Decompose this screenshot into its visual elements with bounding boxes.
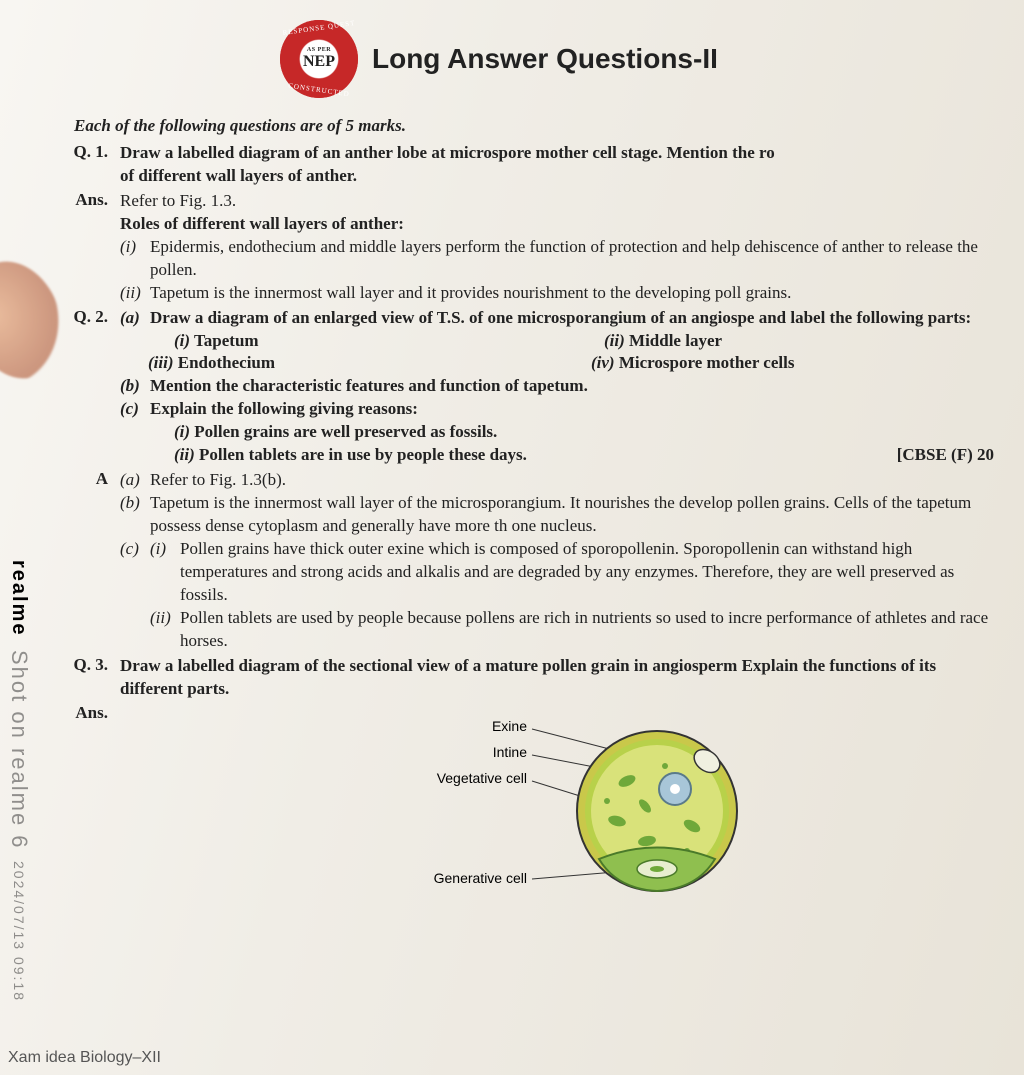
page-content: RESPONSE QUEST AS PER NEP CONSTRUCTED Lo… xyxy=(0,0,1024,933)
q1-roles-heading: Roles of different wall layers of anther… xyxy=(120,214,404,233)
section-title: Long Answer Questions-II xyxy=(372,43,718,75)
q2-a-text: Draw a diagram of an enlarged view of T.… xyxy=(150,307,971,330)
q1-role-ii: Tapetum is the innermost wall layer and … xyxy=(150,282,791,305)
camera-watermark: realme Shot on realme 6 2024/07/13 09:18 xyxy=(6,560,32,1002)
badge-arc-bottom: CONSTRUCTED xyxy=(280,81,358,100)
badge-nep: NEP xyxy=(303,53,335,71)
q2-iii: Endothecium xyxy=(178,353,275,372)
nep-badge: RESPONSE QUEST AS PER NEP CONSTRUCTED xyxy=(280,20,358,98)
q3-ans-label: Ans. xyxy=(60,703,114,911)
wm-brand: realme xyxy=(8,560,30,637)
q1-num: Q. 1. xyxy=(60,142,114,188)
q2-c-ii: Pollen tablets are in use by people thes… xyxy=(199,445,527,464)
lbl-intine: Intine xyxy=(493,744,527,760)
q2-b: Mention the characteristic features and … xyxy=(150,375,588,398)
wm-ts: 2024/07/13 09:18 xyxy=(11,861,27,1002)
q2: Q. 2. (a) Draw a diagram of an enlarged … xyxy=(60,307,1004,468)
q2-c-ii-num: (ii) xyxy=(174,445,195,464)
q2-ans-b: Tapetum is the innermost wall layer of t… xyxy=(150,492,994,538)
q2-ans-a: Refer to Fig. 1.3(b). xyxy=(150,469,286,492)
q1-text-b: of different wall layers of anther. xyxy=(120,166,357,185)
page-footer: Xam idea Biology–XII xyxy=(8,1049,161,1067)
q2-i-num: (i) xyxy=(174,331,190,350)
q1-ans: Ans. Refer to Fig. 1.3. Roles of differe… xyxy=(60,190,1004,305)
pollen-diagram: Exine Intine Vegetative cell Generative … xyxy=(120,711,994,911)
q2-ans-c-body: (i) Pollen grains have thick outer exine… xyxy=(150,538,994,653)
q2-i: Tapetum xyxy=(194,331,259,350)
q2-iii-num: (iii) xyxy=(148,353,174,372)
q2-ans-a-num: (a) xyxy=(120,469,146,492)
q2-ans-c-num: (c) xyxy=(120,538,146,653)
q1-ans-body: Refer to Fig. 1.3. Roles of different wa… xyxy=(120,190,1004,305)
q2-a-num: (a) xyxy=(120,307,146,330)
section-header: RESPONSE QUEST AS PER NEP CONSTRUCTED Lo… xyxy=(280,20,1004,98)
q1-text-a: Draw a labelled diagram of an anther lob… xyxy=(120,143,775,162)
q3-ans: Ans. Exine Intine Vegetative cell Genera… xyxy=(60,703,1004,911)
q2-ii: Middle layer xyxy=(629,331,722,350)
q1: Q. 1. Draw a labelled diagram of an anth… xyxy=(60,142,1004,188)
q2-body: (a) Draw a diagram of an enlarged view o… xyxy=(120,307,1004,468)
lbl-gen: Generative cell xyxy=(434,870,527,886)
q1-role-ii-num: (ii) xyxy=(120,282,146,305)
q2-ans: A (a) Refer to Fig. 1.3(b). (b) Tapetum … xyxy=(60,469,1004,653)
q2-ans-body: (a) Refer to Fig. 1.3(b). (b) Tapetum is… xyxy=(120,469,1004,653)
q1-ans-label: Ans. xyxy=(60,190,114,305)
q2-ans-c-ii-num: (ii) xyxy=(150,607,176,653)
q1-body: Draw a labelled diagram of an anther lob… xyxy=(120,142,1004,188)
q2-c-i: Pollen grains are well preserved as foss… xyxy=(194,422,497,441)
q2-ii-num: (ii) xyxy=(604,331,625,350)
q2-c-num: (c) xyxy=(120,398,146,421)
q1-ans-a: Refer to Fig. 1.3. xyxy=(120,191,236,210)
q1-role-i: Epidermis, endothecium and middle layers… xyxy=(150,236,994,282)
q2-num: Q. 2. xyxy=(60,307,114,468)
q2-ans-label: A xyxy=(60,469,114,653)
q2-c: Explain the following giving reasons: xyxy=(150,398,418,421)
q2-c-i-num: (i) xyxy=(174,422,190,441)
q2-iv: Microspore mother cells xyxy=(619,353,795,372)
q2-iv-num: (iv) xyxy=(591,353,615,372)
lbl-exine: Exine xyxy=(492,718,527,734)
q2-tag: [CBSE (F) 20 xyxy=(897,444,994,467)
lbl-veg: Vegetative cell xyxy=(437,770,527,786)
q2-ans-c-ii: Pollen tablets are used by people becaus… xyxy=(180,607,994,653)
pollen-grain xyxy=(577,731,737,891)
q3-text: Draw a labelled diagram of the sectional… xyxy=(120,655,1004,701)
q3-num: Q. 3. xyxy=(60,655,114,701)
pollen-svg: Exine Intine Vegetative cell Generative … xyxy=(347,711,767,911)
badge-arc-top: RESPONSE QUEST xyxy=(280,19,358,38)
q1-role-i-num: (i) xyxy=(120,236,146,282)
q2-ans-c-i-num: (i) xyxy=(150,538,176,607)
q3: Q. 3. Draw a labelled diagram of the sec… xyxy=(60,655,1004,701)
wm-shot: Shot on realme 6 xyxy=(7,650,32,850)
instruction: Each of the following questions are of 5… xyxy=(74,116,1004,136)
q3-ans-body: Exine Intine Vegetative cell Generative … xyxy=(120,703,1004,911)
q2-b-num: (b) xyxy=(120,375,146,398)
q2-ans-c-i: Pollen grains have thick outer exine whi… xyxy=(180,538,994,607)
q2-ans-b-num: (b) xyxy=(120,492,146,538)
